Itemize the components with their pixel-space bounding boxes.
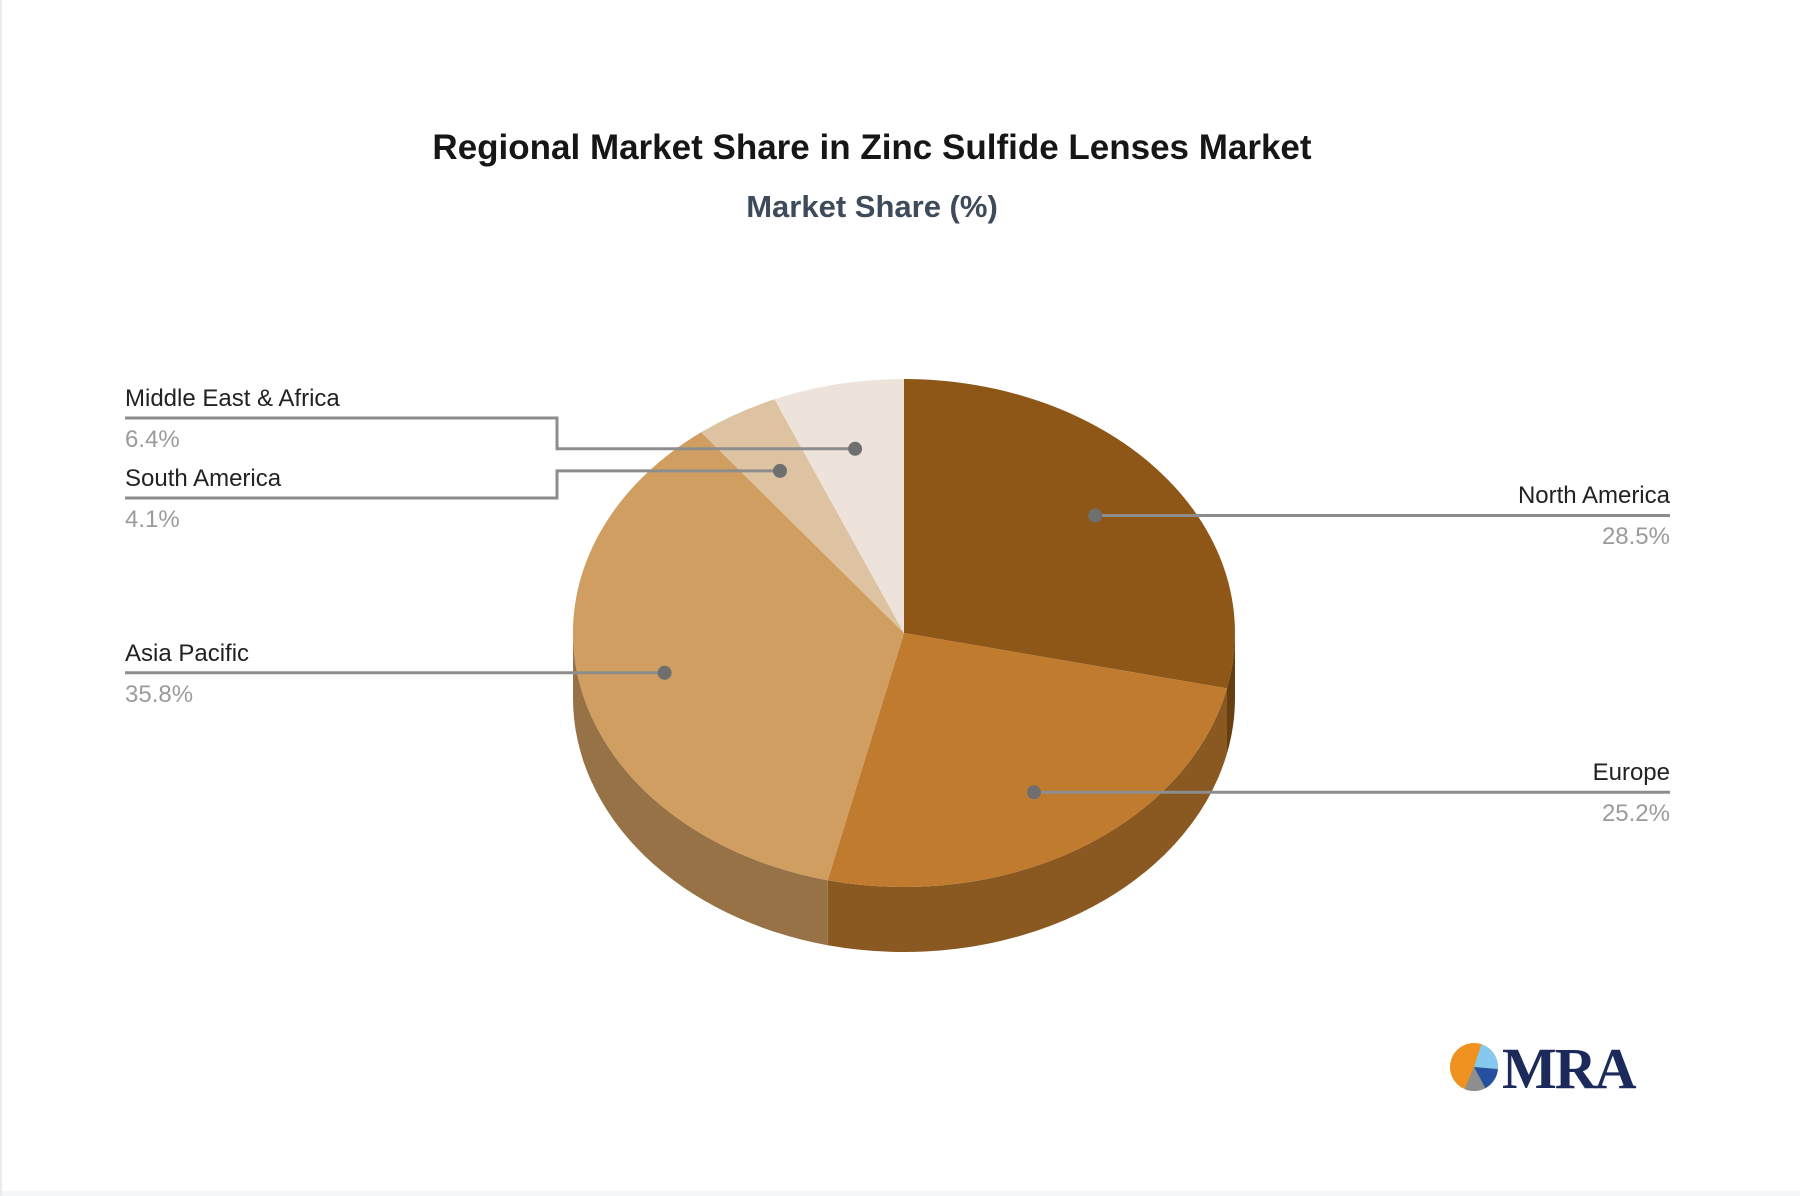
leader-line-south-america	[125, 469, 780, 500]
pie-slice-side-asia-pacific	[573, 633, 828, 946]
pie-slice-middle-east-africa[interactable]	[774, 379, 905, 633]
pie-slice-north-america[interactable]	[904, 379, 1235, 689]
pie-callout-label-middle-east-africa: Middle East & Africa	[125, 385, 340, 412]
pie-callout-label-south-america: South America	[125, 465, 282, 492]
mra-logo-text: MRA	[1502, 1036, 1637, 1101]
pie-slice-side-north-america	[1227, 633, 1235, 754]
logo-wedge-lightblue	[1474, 1044, 1498, 1070]
leader-dot-europe	[1026, 785, 1041, 800]
chart-subtitle: Market Share (%)	[746, 189, 998, 224]
pie-callout-value-asia-pacific: 35.8%	[125, 681, 194, 708]
leader-dot-north-america	[1088, 508, 1103, 523]
leader-dot-middle-east-africa	[848, 441, 863, 456]
mra-logo: MRA	[1450, 1036, 1637, 1101]
chart-title: Regional Market Share in Zinc Sulfide Le…	[432, 128, 1312, 167]
leader-dot-south-america	[773, 463, 787, 478]
pie-slice-asia-pacific[interactable]	[572, 432, 904, 881]
pie-callout-value-north-america: 28.5%	[1601, 523, 1670, 550]
pie-callout-value-south-america: 4.1%	[125, 506, 180, 533]
pie-slice-side-europe	[827, 688, 1227, 953]
logo-wedge-gray	[1464, 1067, 1486, 1092]
logo-wedge-darkblue	[1474, 1067, 1498, 1089]
leader-line-middle-east-africa	[125, 416, 856, 451]
pie-slice-europe[interactable]	[827, 633, 1227, 888]
pie-slice-south-america[interactable]	[701, 399, 904, 633]
leader-dot-asia-pacific	[657, 665, 672, 680]
pie-callout-label-north-america: North America	[1517, 482, 1670, 509]
bottom-edge-strip	[2, 1191, 1800, 1196]
pie-callout-value-middle-east-africa: 6.4%	[125, 426, 180, 453]
pie-callout-label-europe: Europe	[1592, 759, 1670, 786]
mra-logo-pie-icon	[1450, 1043, 1498, 1092]
pie-callout-value-europe: 25.2%	[1601, 800, 1670, 827]
pie-callout-label-asia-pacific: Asia Pacific	[125, 640, 250, 667]
